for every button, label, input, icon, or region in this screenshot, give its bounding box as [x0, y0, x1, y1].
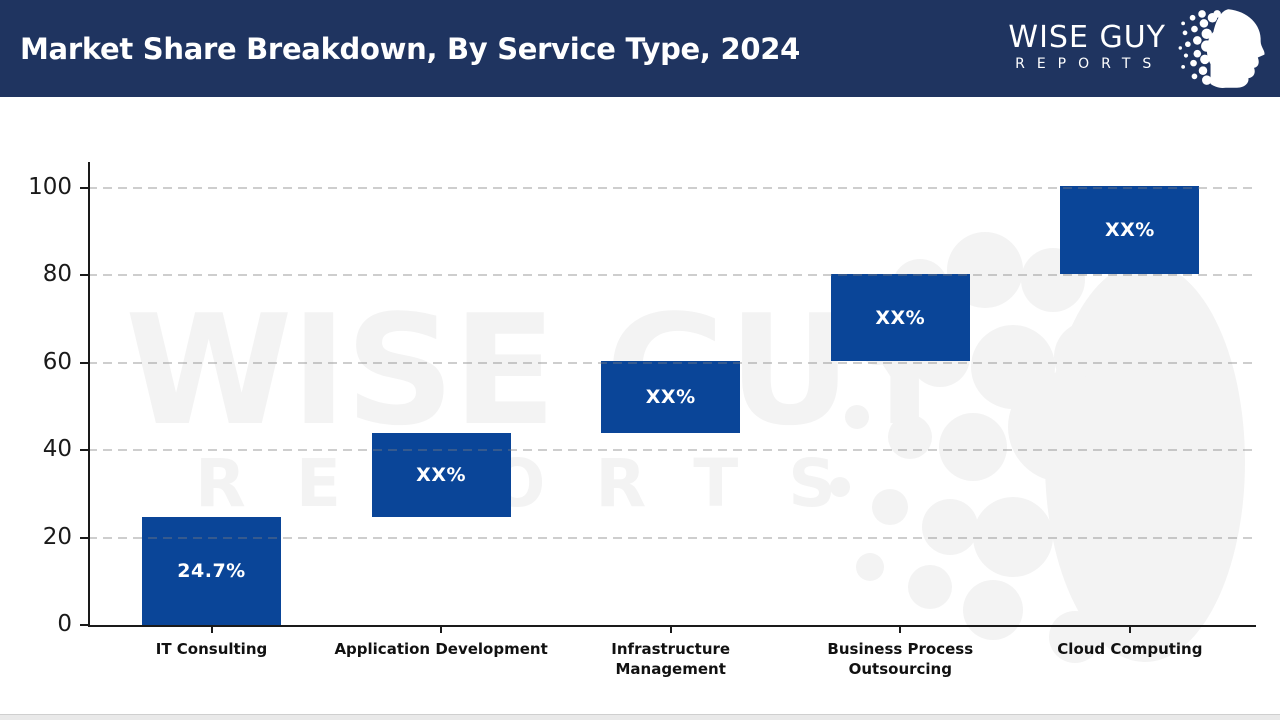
watermark-text-primary: WISE GUY [125, 282, 960, 459]
bar-5: XX% [1060, 186, 1200, 275]
wiseguy-logo: WISE GUY REPORTS [1008, 0, 1274, 97]
logo-brand-text: WISE GUY [1008, 20, 1166, 55]
footer-strip [0, 714, 1280, 720]
x-tick-4 [899, 625, 902, 633]
category-label: Application Development [334, 640, 548, 658]
category-label: Business Process Outsourcing [827, 640, 974, 678]
y-tick-label-40: 40 [42, 436, 72, 463]
y-tick-60 [80, 361, 88, 364]
bar-2: XX% [371, 432, 511, 517]
y-tick-label-0: 0 [57, 611, 72, 637]
category-label: IT Consulting [155, 640, 268, 658]
watermark-text-secondary: REPORTS [195, 445, 886, 522]
y-tick-40 [80, 449, 88, 452]
y-tick-80 [80, 274, 88, 277]
y-axis-spine [88, 162, 90, 627]
bar-value-label: XX% [416, 463, 467, 486]
bar-value-label: 24.7% [177, 560, 246, 582]
x-tick-2 [440, 625, 443, 633]
gridline-80 [88, 274, 1256, 277]
bar-value-label: XX% [1104, 219, 1155, 242]
bar-3: XX% [601, 361, 741, 433]
page-title: Market Share Breakdown, By Service Type,… [20, 31, 800, 66]
gridline-20 [88, 536, 1256, 539]
gridline-60 [88, 361, 1256, 364]
y-tick-label-100: 100 [28, 173, 72, 200]
x-tick-5 [1128, 625, 1131, 633]
bar-value-label: XX% [645, 385, 696, 408]
x-tick-3 [669, 625, 672, 633]
gridline-40 [88, 449, 1256, 452]
bar-4: XX% [830, 274, 970, 362]
bar-value-label: XX% [875, 306, 926, 329]
logo-text: WISE GUY REPORTS [1008, 20, 1166, 73]
gridline-100 [88, 186, 1256, 189]
plot-area-wrapper: WISE GUY REPORTS 0 20 40 60 80 100 24.7% IT Con… [0, 97, 1280, 720]
header: Market Share Breakdown, By Service Type,… [0, 0, 1280, 97]
logo-sub-text: REPORTS [1015, 56, 1164, 72]
y-tick-0 [80, 624, 88, 626]
x-axis-spine [88, 625, 1256, 627]
x-tick-1 [210, 625, 213, 633]
category-label: Infrastructure Management [611, 640, 731, 678]
plot-area: 0 20 40 60 80 100 24.7% IT Consulting XX% Applica… [28, 162, 1256, 678]
bar-1: 24.7% [142, 517, 281, 625]
y-tick-label-60: 60 [42, 348, 72, 375]
y-tick-100 [80, 186, 88, 189]
y-tick-label-20: 20 [42, 523, 72, 550]
category-label: Cloud Computing [1057, 640, 1203, 658]
head-profile-dots-icon [1178, 9, 1265, 88]
watermark-head-icon [830, 232, 1245, 663]
y-tick-label-80: 80 [42, 261, 72, 288]
y-tick-20 [80, 536, 88, 539]
